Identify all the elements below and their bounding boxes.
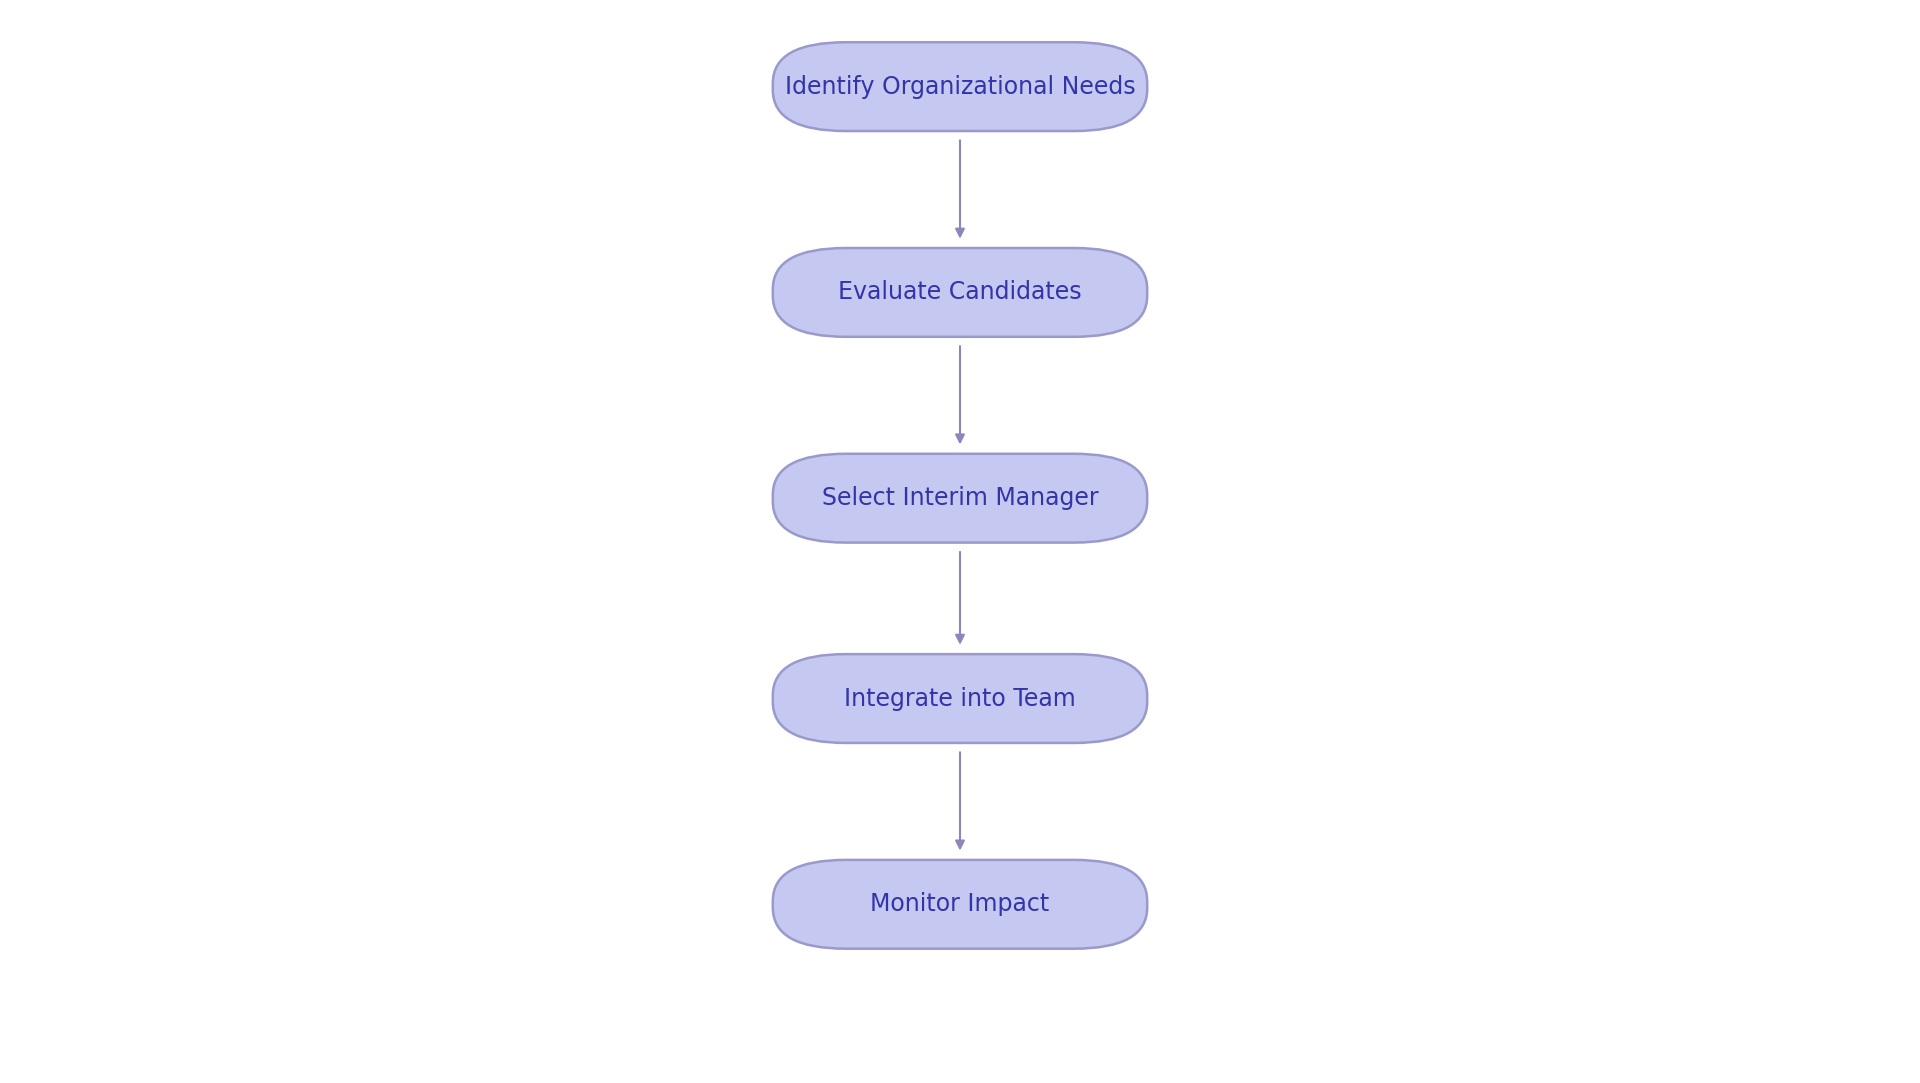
Text: Evaluate Candidates: Evaluate Candidates [839,280,1081,304]
Text: Identify Organizational Needs: Identify Organizational Needs [785,75,1135,99]
FancyBboxPatch shape [772,654,1146,743]
FancyBboxPatch shape [772,860,1146,949]
Text: Select Interim Manager: Select Interim Manager [822,486,1098,510]
FancyBboxPatch shape [772,248,1146,337]
Text: Integrate into Team: Integrate into Team [845,687,1075,710]
FancyBboxPatch shape [772,42,1146,131]
Text: Monitor Impact: Monitor Impact [870,892,1050,916]
FancyBboxPatch shape [772,454,1146,543]
